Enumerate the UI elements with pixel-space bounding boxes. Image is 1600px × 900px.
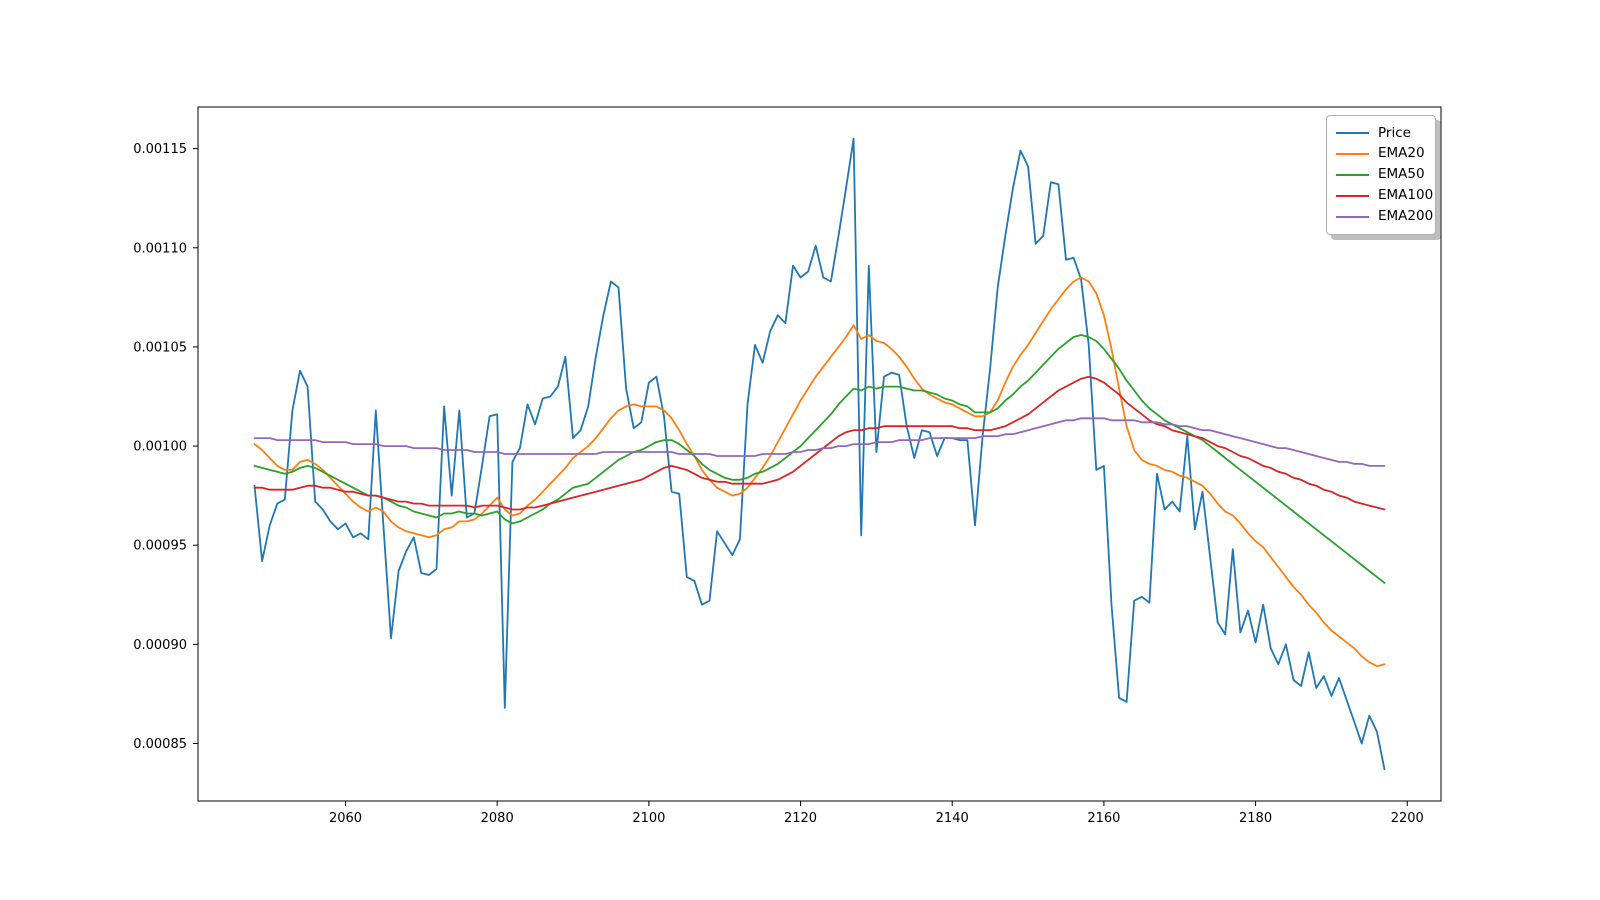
x-tick-label: 2200 [1391, 811, 1424, 826]
y-tick-label: 0.00105 [133, 340, 187, 355]
y-tick-label: 0.00090 [133, 638, 187, 653]
y-tick-label: 0.00115 [133, 142, 187, 157]
y-tick-label: 0.00095 [133, 539, 187, 554]
legend-item-price: Price [1336, 123, 1427, 144]
legend-item-ema200: EMA200 [1336, 206, 1433, 227]
x-tick-label: 2160 [1087, 811, 1120, 826]
y-tick-label: 0.00085 [133, 737, 187, 752]
x-tick-label: 2120 [784, 811, 817, 826]
axes-frame [197, 106, 1442, 802]
legend-label-ema100: EMA100 [1378, 187, 1434, 204]
legend-label-ema20: EMA20 [1378, 145, 1425, 162]
ema100-line-swatch [1336, 194, 1369, 197]
legend-item-ema100: EMA100 [1336, 185, 1433, 206]
legend-label-ema50: EMA50 [1378, 166, 1425, 183]
x-tick-label: 2100 [632, 811, 665, 826]
x-tick-label: 2140 [936, 811, 969, 826]
legend-item-ema50: EMA50 [1336, 165, 1427, 186]
x-tick-label: 2180 [1239, 811, 1272, 826]
series-line-ema20 [253, 276, 1386, 668]
series-line-price [253, 137, 1386, 771]
ema200-line-swatch [1336, 215, 1369, 218]
price-line-swatch [1336, 132, 1369, 135]
y-tick-label: 0.00110 [133, 241, 187, 256]
y-tick-label: 0.00100 [133, 440, 187, 455]
legend: Price EMA20 EMA50 EMA100 EMA200 [1326, 115, 1436, 235]
x-tick-label: 2060 [329, 811, 362, 826]
legend-label-ema200: EMA200 [1378, 207, 1434, 224]
ema50-line-swatch [1336, 173, 1369, 176]
legend-item-ema20: EMA20 [1336, 144, 1427, 165]
legend-label-price: Price [1378, 124, 1411, 141]
series-line-ema100 [253, 375, 1386, 511]
series-line-ema200 [253, 417, 1386, 467]
x-tick-label: 2080 [481, 811, 514, 826]
ema20-line-swatch [1336, 153, 1369, 156]
